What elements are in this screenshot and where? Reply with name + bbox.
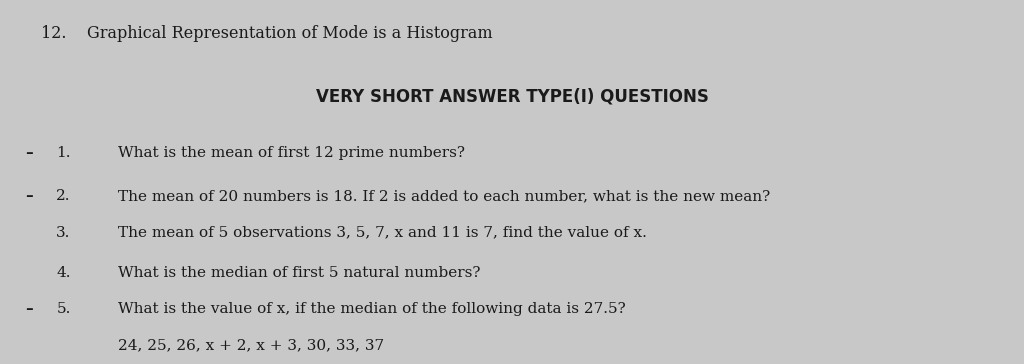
Text: What is the value of x, if the median of the following data is 27.5?: What is the value of x, if the median of…	[118, 302, 626, 316]
Text: The mean of 5 observations 3, 5, 7, x and 11 is 7, find the value of x.: The mean of 5 observations 3, 5, 7, x an…	[118, 226, 646, 240]
Text: The mean of 20 numbers is 18. If 2 is added to each number, what is the new mean: The mean of 20 numbers is 18. If 2 is ad…	[118, 189, 770, 203]
Text: 24, 25, 26, x + 2, x + 3, 30, 33, 37: 24, 25, 26, x + 2, x + 3, 30, 33, 37	[118, 339, 384, 352]
Text: What is the median of first 5 natural numbers?: What is the median of first 5 natural nu…	[118, 266, 480, 280]
Text: –: –	[26, 189, 34, 203]
Text: VERY SHORT ANSWER TYPE(I) QUESTIONS: VERY SHORT ANSWER TYPE(I) QUESTIONS	[315, 87, 709, 105]
Text: 12.: 12.	[41, 25, 67, 43]
Text: 1.: 1.	[56, 146, 71, 159]
Text: What is the mean of first 12 prime numbers?: What is the mean of first 12 prime numbe…	[118, 146, 465, 159]
Text: 3.: 3.	[56, 226, 71, 240]
Text: Graphical Representation of Mode is a Histogram: Graphical Representation of Mode is a Hi…	[87, 25, 493, 43]
Text: –: –	[26, 146, 34, 159]
Text: 4.: 4.	[56, 266, 71, 280]
Text: 5.: 5.	[56, 302, 71, 316]
Text: 2.: 2.	[56, 189, 71, 203]
Text: –: –	[26, 302, 34, 316]
